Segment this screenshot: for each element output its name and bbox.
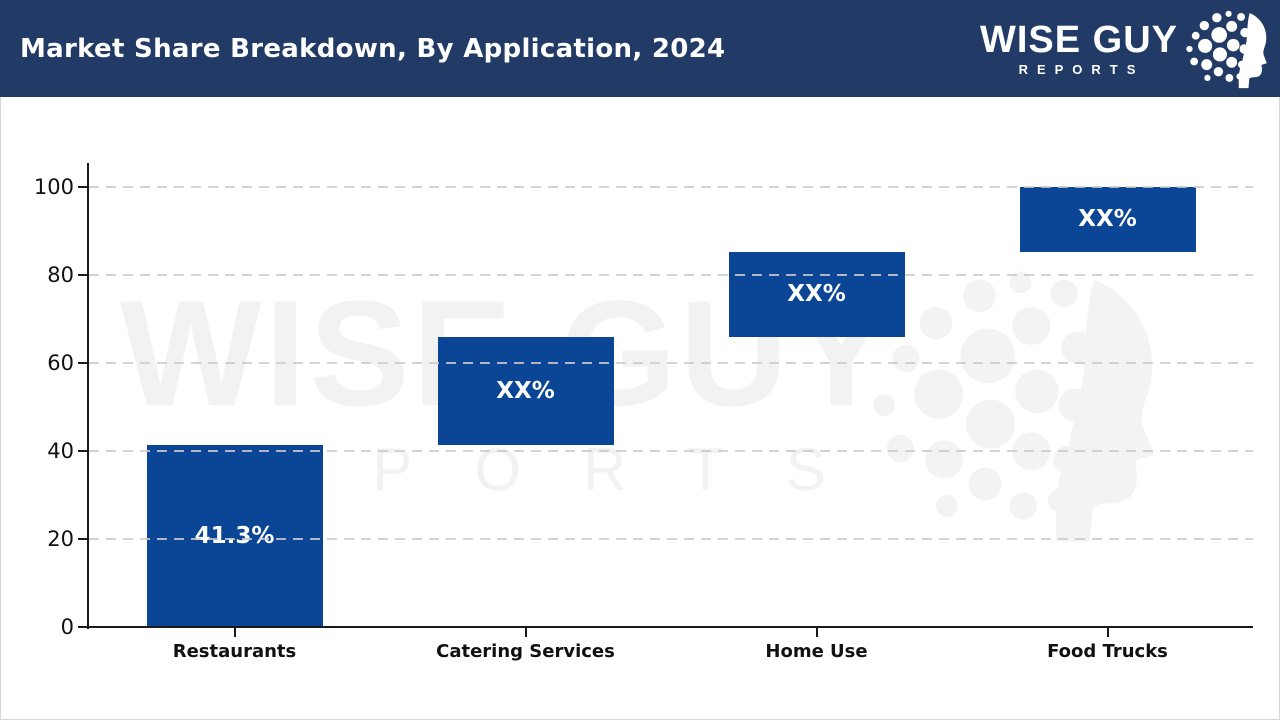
bar: XX%: [437, 336, 614, 445]
x-category-label: Food Trucks: [1047, 640, 1168, 662]
grid-line: [89, 449, 1253, 452]
logo-text: WISE GUY REPORTS: [980, 21, 1178, 77]
y-tick: [78, 361, 87, 364]
bar: XX%: [728, 251, 905, 337]
y-axis-line: [87, 163, 89, 629]
x-tick: [524, 628, 527, 637]
x-tick: [815, 628, 818, 637]
x-category-label: Catering Services: [436, 640, 615, 662]
y-tick-label: 20: [47, 526, 74, 551]
wiseguy-logo: WISE GUY REPORTS: [980, 8, 1270, 90]
header: Market Share Breakdown, By Application, …: [0, 0, 1280, 97]
x-category-label: Home Use: [765, 640, 868, 662]
logo-wordmark: WISE GUY: [979, 18, 1178, 61]
y-tick: [78, 449, 87, 452]
y-tick: [78, 625, 87, 628]
y-tick-label: 80: [47, 262, 74, 287]
grid-line: [89, 361, 1253, 364]
x-axis-line: [87, 625, 1253, 628]
grid-line: [89, 537, 1253, 540]
watermark-head-icon: [865, 225, 1165, 585]
x-category-label: Restaurants: [172, 640, 297, 662]
y-tick-label: 60: [47, 350, 74, 375]
x-tick: [233, 628, 236, 637]
bar-value-label: XX%: [496, 377, 555, 404]
y-tick: [78, 537, 87, 540]
logo-reports-label: REPORTS: [1018, 61, 1145, 77]
y-tick-label: 0: [60, 614, 74, 639]
y-tick: [78, 273, 87, 276]
bar-value-label: 41.3%: [194, 522, 275, 549]
bar: 41.3%: [146, 444, 323, 627]
bar-value-label: XX%: [1078, 206, 1137, 233]
y-tick-label: 100: [33, 174, 74, 199]
y-tick: [78, 185, 87, 188]
y-tick-label: 40: [47, 438, 74, 463]
grid-line: [89, 273, 1253, 276]
grid-line: [89, 185, 1253, 188]
x-tick: [1106, 628, 1109, 637]
bar-value-label: XX%: [787, 281, 846, 308]
chart-title: Market Share Breakdown, By Application, …: [20, 33, 726, 64]
bar: XX%: [1019, 186, 1196, 252]
